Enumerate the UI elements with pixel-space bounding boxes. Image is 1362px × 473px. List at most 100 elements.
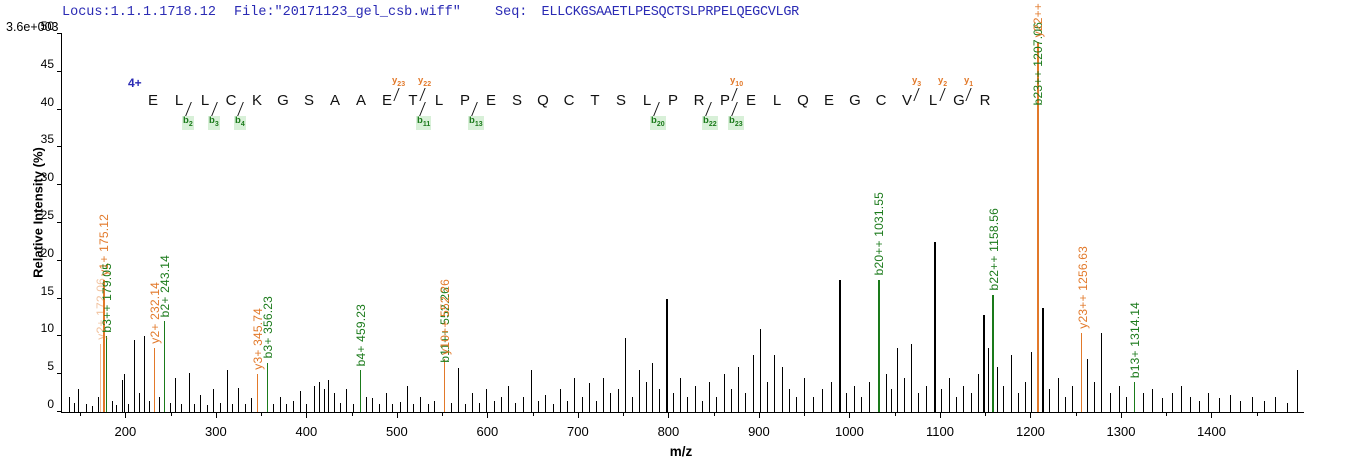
spectrum-peak (493, 400, 495, 412)
y-axis-tick-label: 30 (40, 170, 54, 185)
spectrum-peak (992, 294, 995, 412)
spectrum-peak (175, 377, 177, 412)
spectrum-peak (1240, 400, 1242, 412)
x-axis-tick-label: 1400 (1197, 424, 1226, 439)
spectrum-peak (366, 396, 368, 412)
x-axis-tick-label: 300 (205, 424, 227, 439)
spectrum-peak (479, 402, 481, 412)
sequence-residue: R (693, 92, 705, 109)
spectrum-peak (767, 381, 769, 412)
spectrum-peak (100, 343, 101, 412)
x-axis-minor-tick (80, 412, 82, 416)
x-axis-tick (487, 412, 489, 418)
y-axis-tick-label: 15 (40, 283, 54, 298)
sequence-residue: G (277, 92, 289, 109)
x-axis-tick (396, 412, 398, 418)
spectrum-peak (891, 389, 893, 412)
b-ion-label: b2 (182, 115, 194, 130)
sequence-residue: K (251, 92, 262, 109)
spectrum-peak (333, 393, 335, 412)
x-axis-minor-tick (804, 412, 806, 416)
y-axis-tick (57, 70, 62, 72)
sequence-residue: E (745, 92, 756, 109)
x-axis-minor-tick (894, 412, 896, 416)
precursor-charge-badge: 4+ (128, 76, 142, 90)
spectrum-peak (869, 381, 871, 412)
spectrum-peak (897, 347, 899, 412)
intensity-scale-factor: 3.6e+003 (6, 20, 59, 34)
spectrum-peak (610, 393, 612, 412)
spectrum-peak (300, 390, 302, 412)
x-axis-tick-label: 200 (114, 424, 137, 439)
spectrum-peak (781, 366, 783, 412)
spectrum-peak (413, 404, 415, 412)
peak-annotation-label: y22++ (1030, 3, 1045, 38)
spectrum-peak (323, 389, 325, 412)
b-ion-label: b11 (416, 115, 432, 130)
sequence-residue: Q (797, 92, 809, 109)
y-axis-line (61, 34, 62, 412)
spectrum-peak (1110, 393, 1112, 412)
sequence-label: Seq: (495, 5, 528, 20)
x-axis-tick (1211, 412, 1213, 418)
x-axis-minor-tick (1075, 412, 1077, 416)
x-axis-title: m/z (669, 444, 693, 459)
sequence-text: ELLCKGSAAETLPESQCTSLPRPELQEGCVLGR (541, 5, 800, 20)
spectrum-peak (1286, 402, 1288, 412)
y-axis-tick (57, 297, 62, 299)
spectrum-peak (91, 405, 93, 412)
sequence-residue: P (667, 92, 678, 109)
spectrum-peak (272, 404, 274, 412)
spectrum-peak (472, 393, 473, 412)
peak-annotation-label: y?+ 172.06 (94, 278, 109, 340)
spectrum-peak (885, 374, 887, 412)
spectrum-peak (69, 396, 71, 412)
x-axis-minor-tick (442, 412, 444, 416)
spectrum-peak (701, 400, 703, 412)
spectrum-peak (508, 385, 510, 412)
sequence-residue: L (434, 92, 444, 109)
spectrum-peak (645, 381, 647, 412)
spectrum-peak (1036, 41, 1039, 412)
spectrum-peak (1017, 393, 1019, 412)
spectrum-peak (306, 404, 308, 412)
spectrum-peak (238, 387, 240, 412)
x-axis-tick-label: 400 (295, 424, 318, 439)
spectrum-peak (134, 340, 136, 412)
sequence-residue: E (823, 92, 834, 109)
spectrum-peak (716, 396, 718, 412)
x-axis-tick-label: 500 (386, 424, 408, 439)
peak-annotation-label: b20++ 1031.55 (872, 192, 886, 276)
spectrum-peak (983, 315, 986, 412)
x-axis-minor-tick (1166, 412, 1168, 416)
x-axis-tick (668, 412, 670, 418)
y-axis-tick-label: 10 (40, 321, 54, 336)
spectrum-peak (1229, 395, 1231, 412)
spectrum-peak (1064, 396, 1066, 412)
sequence-residue: R (979, 92, 991, 109)
spectrum-peak (788, 389, 790, 412)
spectrum-peak (918, 393, 920, 412)
sequence-residue: C (563, 92, 575, 109)
spectrum-peak (371, 398, 373, 412)
spectrum-peak (552, 404, 554, 412)
spectrum-peak (603, 377, 605, 412)
spectrum-peak (232, 404, 234, 412)
spectrum-peak (845, 393, 847, 412)
y-ion-label: y1 (964, 75, 974, 88)
y-ion-label: y2 (938, 75, 948, 88)
spectrum-peak (378, 404, 380, 412)
spectrum-peak (399, 402, 401, 412)
spectrum-peak (1161, 398, 1163, 412)
x-axis-minor-tick (623, 412, 625, 416)
x-axis-minor-tick (713, 412, 715, 416)
y-axis-tick (57, 108, 62, 110)
x-axis-tick-label: 1000 (834, 424, 864, 439)
spectrum-peak (181, 404, 183, 412)
spectrum-peak (1119, 385, 1121, 412)
spectrum-peak (1049, 389, 1051, 412)
x-axis-tick-label: 800 (657, 424, 680, 439)
spectrum-peak (188, 372, 190, 412)
spectrum-peak (1081, 332, 1083, 412)
